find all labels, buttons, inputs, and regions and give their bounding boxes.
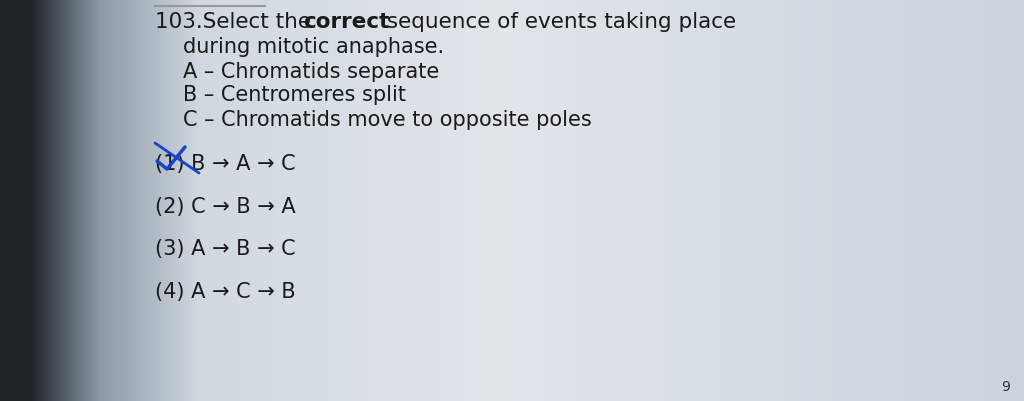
Text: 9: 9 bbox=[1001, 379, 1010, 393]
Text: C – Chromatids move to opposite poles: C – Chromatids move to opposite poles bbox=[183, 110, 592, 130]
Text: A – Chromatids separate: A – Chromatids separate bbox=[183, 62, 439, 82]
Text: (1) B → A → C: (1) B → A → C bbox=[155, 154, 296, 174]
Text: sequence of events taking place: sequence of events taking place bbox=[380, 12, 736, 32]
Text: 103.Select the: 103.Select the bbox=[155, 12, 317, 32]
Text: (2) C → B → A: (2) C → B → A bbox=[155, 196, 296, 217]
Text: B – Centromeres split: B – Centromeres split bbox=[183, 85, 406, 105]
Text: correct: correct bbox=[303, 12, 389, 32]
Text: (3) A → B → C: (3) A → B → C bbox=[155, 239, 296, 258]
Text: (4) A → C → B: (4) A → C → B bbox=[155, 281, 296, 301]
Text: during mitotic anaphase.: during mitotic anaphase. bbox=[183, 37, 444, 57]
